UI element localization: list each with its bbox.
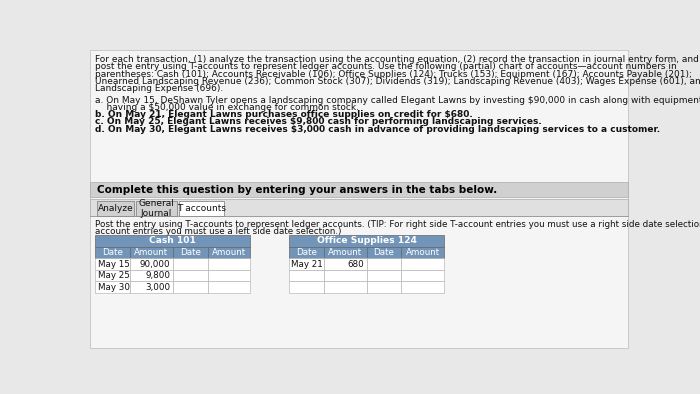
Text: c. On May 25, Elegant Lawns receives $9,800 cash for performing landscaping serv: c. On May 25, Elegant Lawns receives $9,… [95, 117, 542, 126]
Bar [136, 201, 176, 216]
Text: Date: Date [296, 248, 317, 257]
Text: May 15: May 15 [97, 260, 130, 269]
Bar [95, 247, 130, 258]
Bar [130, 281, 173, 293]
Bar [208, 247, 251, 258]
Bar [367, 270, 401, 281]
Bar [95, 270, 130, 281]
Text: For each transaction, (1) analyze the transaction using the accounting equation,: For each transaction, (1) analyze the tr… [95, 55, 700, 64]
Bar [95, 281, 130, 293]
Text: T accounts: T accounts [177, 204, 226, 213]
Text: Complete this question by entering your answers in the tabs below.: Complete this question by entering your … [97, 185, 497, 195]
Bar [95, 258, 130, 270]
Bar [179, 201, 224, 216]
Text: 90,000: 90,000 [140, 260, 170, 269]
Text: Post the entry using T-accounts to represent ledger accounts. (TIP: For right si: Post the entry using T-accounts to repre… [95, 220, 700, 229]
Text: b. On May 21, Elegant Lawns purchases office supplies on credit for $680.: b. On May 21, Elegant Lawns purchases of… [95, 110, 473, 119]
Text: 3,000: 3,000 [146, 282, 170, 292]
Bar [367, 247, 401, 258]
Bar [90, 199, 628, 216]
Text: Office Supplies 124: Office Supplies 124 [316, 236, 416, 245]
Bar [324, 258, 367, 270]
Text: having a $50,000 value in exchange for common stock.: having a $50,000 value in exchange for c… [95, 103, 359, 112]
Text: Amount: Amount [212, 248, 246, 257]
Bar [289, 247, 324, 258]
Bar [324, 270, 367, 281]
Text: post the entry using T-accounts to represent ledger accounts. Use the following : post the entry using T-accounts to repre… [95, 62, 677, 71]
Text: Unearned Landscaping Revenue (236); Common Stock (307); Dividends (319); Landsca: Unearned Landscaping Revenue (236); Comm… [95, 77, 700, 86]
Bar [289, 281, 324, 293]
Bar [367, 281, 401, 293]
Bar [401, 270, 444, 281]
Bar [289, 235, 444, 247]
Text: account entries you must use a left side date selection.): account entries you must use a left side… [95, 227, 342, 236]
Bar [324, 247, 367, 258]
Bar [173, 258, 208, 270]
Bar [95, 235, 251, 247]
Text: Date: Date [374, 248, 394, 257]
Bar [208, 258, 251, 270]
Text: May 25: May 25 [97, 271, 130, 280]
Bar [289, 258, 324, 270]
Text: d. On May 30, Elegant Lawns receives $3,000 cash in advance of providing landsca: d. On May 30, Elegant Lawns receives $3,… [95, 125, 660, 134]
Text: Amount: Amount [405, 248, 440, 257]
Text: Date: Date [180, 248, 201, 257]
Text: 9,800: 9,800 [146, 271, 170, 280]
Text: 680: 680 [347, 260, 364, 269]
Text: Amount: Amount [134, 248, 169, 257]
Bar [324, 281, 367, 293]
Bar [173, 270, 208, 281]
Text: May 30: May 30 [97, 282, 130, 292]
Bar [90, 182, 628, 197]
Text: Date: Date [102, 248, 123, 257]
Bar [173, 281, 208, 293]
Text: Analyze: Analyze [97, 204, 133, 213]
Bar [208, 270, 251, 281]
Text: a. On May 15, DeShawn Tyler opens a landscaping company called Elegant Lawns by : a. On May 15, DeShawn Tyler opens a land… [95, 96, 700, 105]
Text: Cash 101: Cash 101 [149, 236, 196, 245]
Bar [130, 270, 173, 281]
Bar [130, 258, 173, 270]
Text: Amount: Amount [328, 248, 363, 257]
Bar [97, 201, 134, 216]
Bar [401, 258, 444, 270]
Text: General
Journal: General Journal [139, 199, 174, 218]
Bar [208, 281, 251, 293]
Bar [130, 247, 173, 258]
Bar [367, 258, 401, 270]
Text: parentheses: Cash (101); Accounts Receivable (106); Office Supplies (124); Truck: parentheses: Cash (101); Accounts Receiv… [95, 70, 692, 79]
Bar [401, 281, 444, 293]
Bar [289, 270, 324, 281]
Bar [401, 247, 444, 258]
Bar [173, 247, 208, 258]
Text: May 21: May 21 [291, 260, 323, 269]
Text: Landscaping Expense (696).: Landscaping Expense (696). [95, 84, 223, 93]
